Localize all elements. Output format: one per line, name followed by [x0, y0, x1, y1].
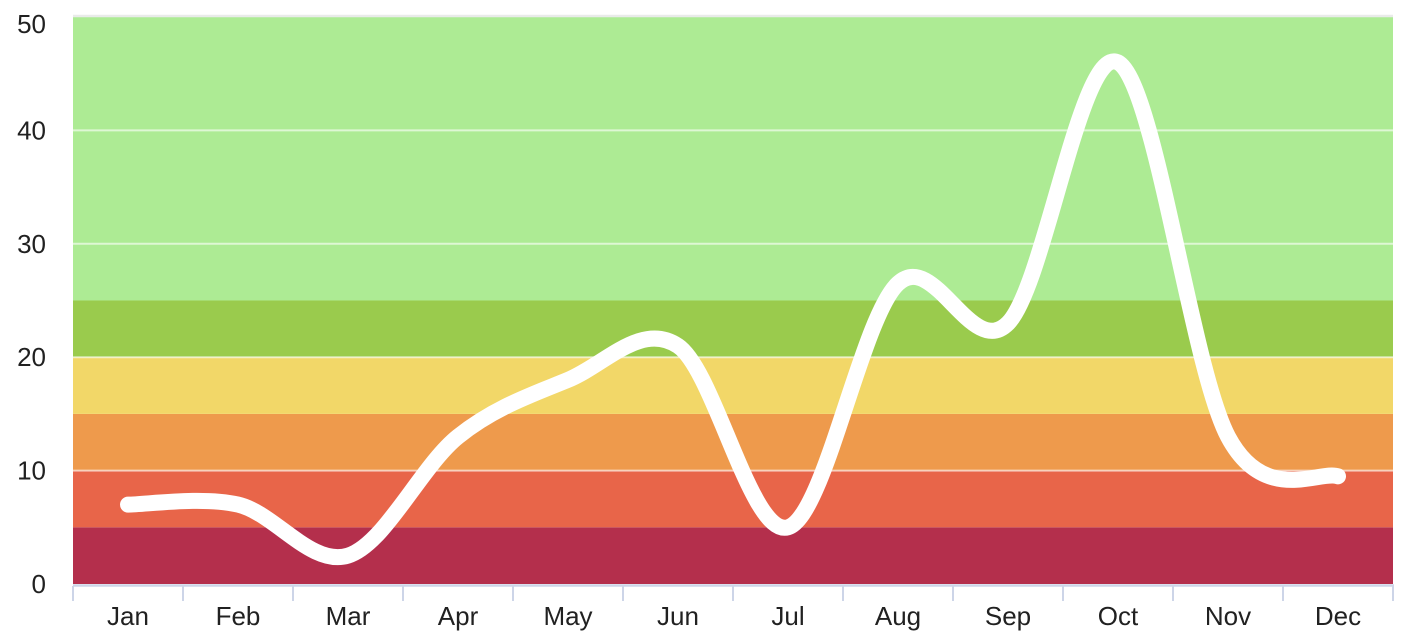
x-axis-label: Jul [771, 601, 804, 631]
x-axis-label: Dec [1315, 601, 1361, 631]
data-line [120, 53, 1346, 566]
x-axis-label: Sep [985, 601, 1031, 631]
y-axis-label: 30 [17, 229, 46, 259]
band-light-green [73, 17, 1393, 301]
x-axis-label: Jan [107, 601, 149, 631]
y-axis-label: 20 [17, 342, 46, 372]
y-axis-label: 40 [17, 115, 46, 145]
x-axis-label: May [543, 601, 592, 631]
x-axis-label: Apr [438, 601, 479, 631]
y-axis-label: 10 [17, 456, 46, 486]
y-axis-label: 50 [17, 9, 46, 39]
band-yellow [73, 357, 1393, 414]
x-axis-label: Feb [216, 601, 261, 631]
band-crimson [73, 527, 1393, 584]
band-olive-green [73, 300, 1393, 358]
x-axis-label: Nov [1205, 601, 1251, 631]
band-tomato [73, 470, 1393, 528]
x-axis-label: Mar [326, 601, 371, 631]
x-axis-label: Oct [1098, 601, 1139, 631]
y-axis-label: 0 [32, 569, 46, 599]
x-axis-label: Aug [875, 601, 921, 631]
x-axis-label: Jun [657, 601, 699, 631]
